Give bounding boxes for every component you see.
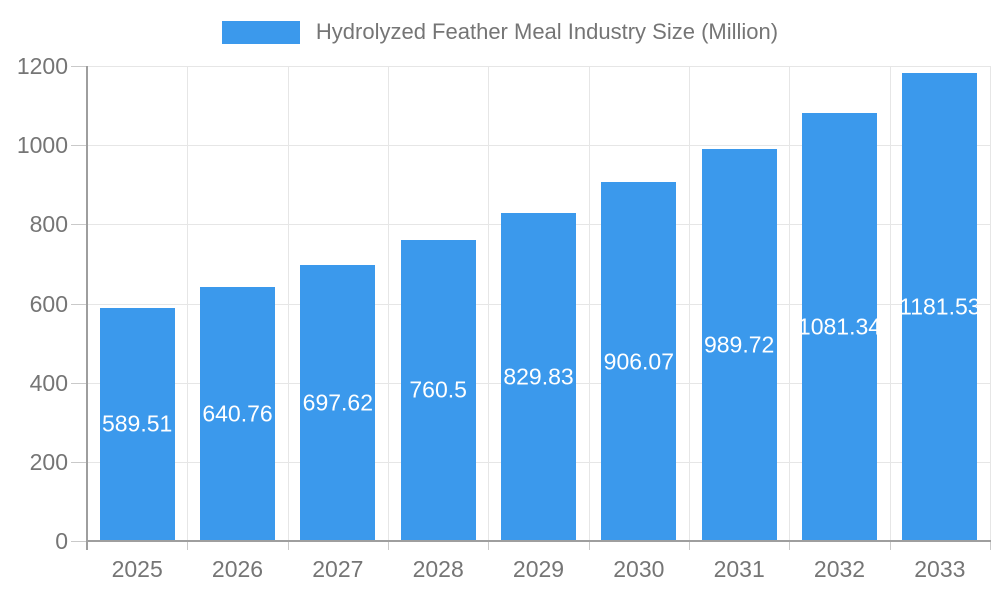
y-axis-label: 400	[29, 369, 68, 396]
y-axis-tick	[71, 461, 87, 463]
gridline-vertical	[889, 66, 891, 541]
x-axis-line	[86, 540, 991, 542]
x-axis-tick	[689, 541, 690, 550]
gridline-vertical	[388, 66, 389, 541]
bar-value-label: 640.76	[202, 400, 273, 427]
bar-2033[interactable]: 1181.53	[902, 73, 978, 541]
bar-2029[interactable]: 829.83	[501, 212, 576, 541]
bar-2028[interactable]: 760.5	[400, 239, 476, 541]
y-axis-tick	[71, 224, 87, 226]
x-axis-tick	[388, 541, 389, 550]
x-axis-label: 2031	[713, 556, 765, 582]
y-axis-label: 0	[55, 528, 68, 554]
y-axis-tick	[71, 303, 87, 305]
y-axis-label: 1000	[16, 132, 68, 159]
y-axis-label: 200	[29, 448, 68, 475]
y-axis-label: 800	[29, 211, 68, 238]
x-axis-label: 2028	[412, 556, 464, 582]
gridline-vertical	[287, 66, 289, 541]
bar-value-label: 697.62	[302, 389, 374, 416]
y-axis-tick	[71, 66, 87, 67]
bar-2031[interactable]: 989.72	[701, 149, 777, 541]
gridline-horizontal	[87, 145, 990, 147]
x-axis-tick	[789, 541, 791, 550]
x-axis-label: 2025	[111, 556, 163, 582]
gridline-vertical	[789, 66, 791, 541]
gridline-vertical	[187, 66, 189, 541]
x-axis-tick	[588, 541, 590, 550]
x-axis-label: 2026	[211, 556, 264, 582]
bar-value-label: 1181.53	[902, 293, 978, 320]
bar-value-label: 989.72	[703, 331, 775, 358]
bar-value-label: 589.51	[101, 410, 173, 437]
y-axis-tick	[71, 541, 87, 542]
gridline-vertical	[488, 66, 490, 541]
legend-swatch	[221, 20, 300, 44]
gridline-vertical	[990, 66, 991, 541]
bar-2032[interactable]: 1081.34	[802, 112, 877, 541]
x-axis-label: 2029	[512, 556, 565, 582]
legend-label: Hydrolyzed Feather Meal Industry Size (M…	[315, 19, 779, 44]
bar-2026[interactable]: 640.76	[200, 287, 275, 541]
bar-value-label: 829.83	[503, 363, 574, 390]
x-axis-tick	[287, 541, 289, 550]
x-axis-tick	[889, 541, 891, 550]
y-axis-line	[86, 66, 88, 550]
legend: Hydrolyzed Feather Meal Industry Size (M…	[0, 19, 1000, 45]
bar-2025[interactable]: 589.51	[99, 307, 175, 541]
gridline-horizontal	[87, 66, 990, 67]
x-axis-tick	[990, 541, 991, 550]
gridline-vertical	[588, 66, 590, 541]
bar-2030[interactable]: 906.07	[601, 182, 677, 541]
x-axis-label: 2033	[914, 556, 966, 582]
gridline-vertical	[689, 66, 690, 541]
y-axis-label: 1200	[16, 53, 68, 79]
y-axis-tick	[71, 382, 87, 384]
x-axis-label: 2027	[312, 556, 364, 582]
x-axis-label: 2030	[613, 556, 665, 582]
x-axis-label: 2032	[813, 556, 866, 582]
bar-value-label: 906.07	[603, 348, 675, 375]
x-axis-tick	[187, 541, 189, 550]
bar-value-label: 1081.34	[802, 313, 877, 340]
y-axis-label: 600	[29, 290, 68, 317]
y-axis-tick	[71, 145, 87, 147]
x-axis-tick	[488, 541, 490, 550]
bar-value-label: 760.5	[409, 376, 467, 403]
bar-2027[interactable]: 697.62	[300, 264, 376, 541]
